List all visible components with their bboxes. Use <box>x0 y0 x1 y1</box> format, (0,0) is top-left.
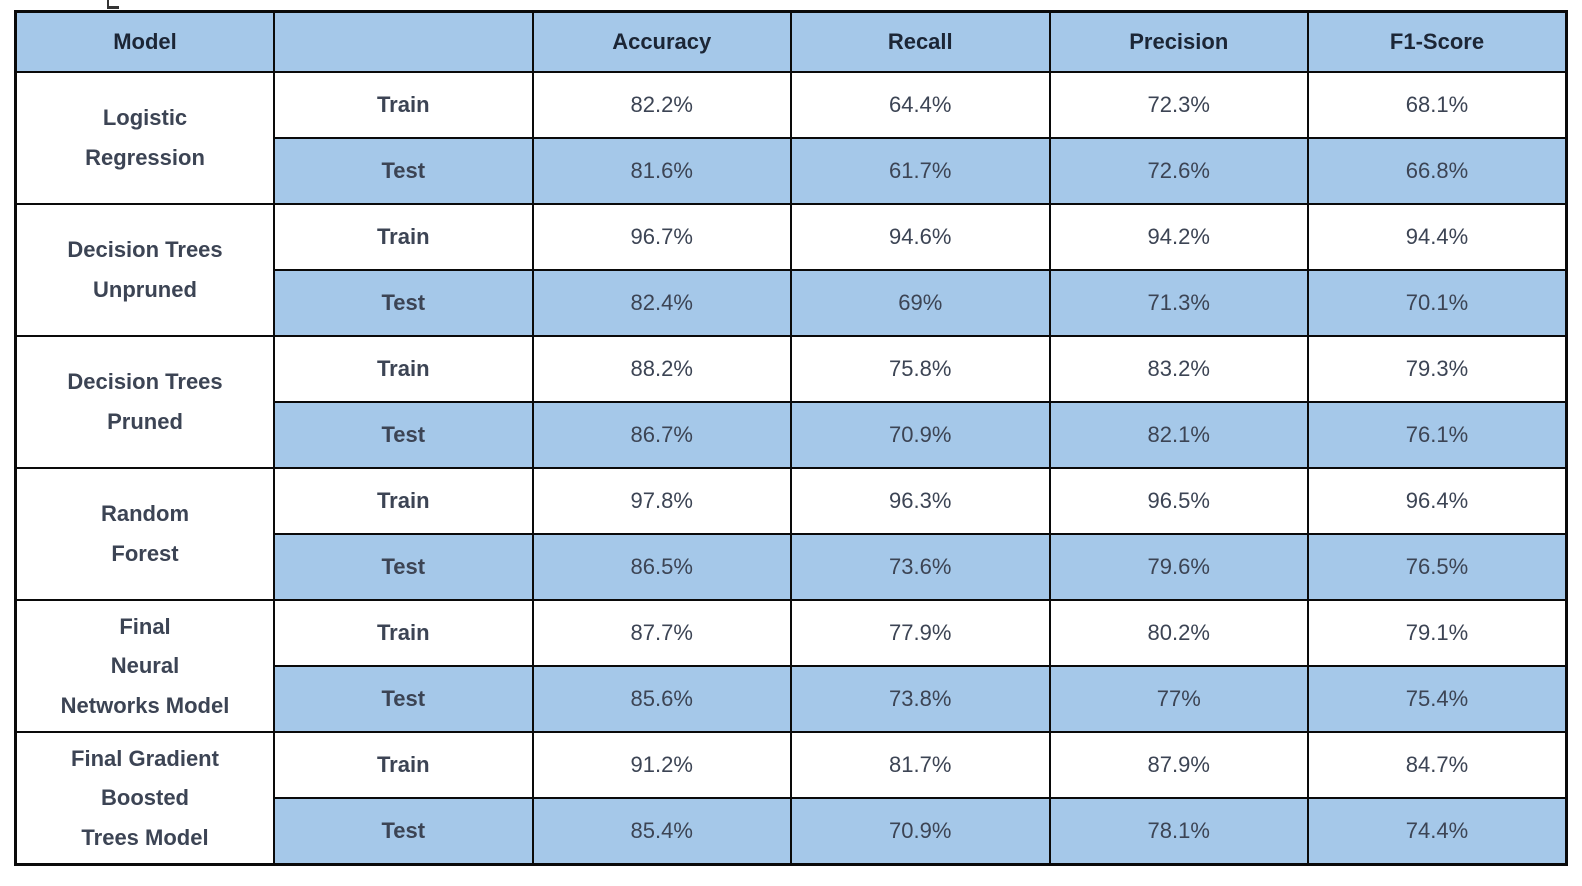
model-name-cell: Random Forest <box>14 467 275 601</box>
recall-value-cell: 73.8% <box>790 665 1051 733</box>
split-cell: Test <box>273 137 534 205</box>
f1-value-cell: 79.3% <box>1307 335 1568 403</box>
split-cell: Test <box>273 401 534 469</box>
precision-value-cell: 72.3% <box>1048 71 1309 139</box>
split-cell: Test <box>273 269 534 337</box>
header-f1-score: F1-Score <box>1307 10 1568 73</box>
f1-value-cell: 74.4% <box>1307 797 1568 866</box>
f1-value-cell: 94.4% <box>1307 203 1568 271</box>
header-recall: Recall <box>790 10 1051 73</box>
header-accuracy: Accuracy <box>531 10 792 73</box>
model-metrics-table: Model Accuracy Recall Precision F1-Score… <box>14 10 1568 866</box>
recall-value-cell: 70.9% <box>790 797 1051 866</box>
split-cell: Train <box>273 203 534 271</box>
precision-value-cell: 96.5% <box>1048 467 1309 535</box>
f1-value-cell: 66.8% <box>1307 137 1568 205</box>
f1-value-cell: 75.4% <box>1307 665 1568 733</box>
table-row: Test 86.7% 70.9% 82.1% 76.1% <box>16 401 1568 469</box>
accuracy-value-cell: 85.6% <box>531 665 792 733</box>
f1-value-cell: 76.5% <box>1307 533 1568 601</box>
table-header: Model Accuracy Recall Precision F1-Score <box>14 10 1568 73</box>
recall-value-cell: 70.9% <box>790 401 1051 469</box>
split-cell: Train <box>273 335 534 403</box>
f1-value-cell: 84.7% <box>1307 731 1568 799</box>
recall-value-cell: 94.6% <box>790 203 1051 271</box>
split-cell: Train <box>273 731 534 799</box>
accuracy-value-cell: 97.8% <box>531 467 792 535</box>
precision-value-cell: 82.1% <box>1048 401 1309 469</box>
precision-value-cell: 77% <box>1048 665 1309 733</box>
header-model: Model <box>14 10 275 73</box>
split-cell: Test <box>273 533 534 601</box>
recall-value-cell: 73.6% <box>790 533 1051 601</box>
precision-value-cell: 87.9% <box>1048 731 1309 799</box>
recall-value-cell: 81.7% <box>790 731 1051 799</box>
header-row: Model Accuracy Recall Precision F1-Score <box>14 10 1568 73</box>
split-cell: Train <box>273 599 534 667</box>
f1-value-cell: 96.4% <box>1307 467 1568 535</box>
table-row: Test 82.4% 69% 71.3% 70.1% <box>16 269 1568 337</box>
split-cell: Train <box>273 71 534 139</box>
precision-value-cell: 72.6% <box>1048 137 1309 205</box>
f1-value-cell: 76.1% <box>1307 401 1568 469</box>
table-row: Test 85.4% 70.9% 78.1% 74.4% <box>16 797 1568 866</box>
accuracy-value-cell: 81.6% <box>531 137 792 205</box>
table-body: Logistic Regression Train 82.2% 64.4% 72.3% 6… <box>14 71 1568 866</box>
table-row: Decision Trees Unpruned Train 96.7% 94.6% 94… <box>14 203 1568 337</box>
table-row: Decision Trees Pruned Train 88.2% 75.8% 83.2… <box>14 335 1568 469</box>
split-cell: Test <box>273 797 534 866</box>
header-split <box>273 10 534 73</box>
header-precision: Precision <box>1048 10 1309 73</box>
model-name-cell: Final Gradient Boosted Trees Model <box>14 731 275 866</box>
accuracy-value-cell: 88.2% <box>531 335 792 403</box>
table-row: Test 81.6% 61.7% 72.6% 66.8% <box>16 137 1568 205</box>
accuracy-value-cell: 86.7% <box>531 401 792 469</box>
recall-value-cell: 61.7% <box>790 137 1051 205</box>
recall-value-cell: 77.9% <box>790 599 1051 667</box>
accuracy-value-cell: 85.4% <box>531 797 792 866</box>
precision-value-cell: 71.3% <box>1048 269 1309 337</box>
precision-value-cell: 94.2% <box>1048 203 1309 271</box>
recall-value-cell: 75.8% <box>790 335 1051 403</box>
table-row: Test 85.6% 73.8% 77% 75.4% <box>16 665 1568 733</box>
precision-value-cell: 79.6% <box>1048 533 1309 601</box>
f1-value-cell: 70.1% <box>1307 269 1568 337</box>
accuracy-value-cell: 96.7% <box>531 203 792 271</box>
recall-value-cell: 64.4% <box>790 71 1051 139</box>
accuracy-value-cell: 86.5% <box>531 533 792 601</box>
recall-value-cell: 96.3% <box>790 467 1051 535</box>
table-row: Final Neural Networks Model Train 87.7% 77.… <box>14 599 1568 733</box>
table-row: Test 86.5% 73.6% 79.6% 76.5% <box>16 533 1568 601</box>
table-row: Logistic Regression Train 82.2% 64.4% 72.3% 6… <box>14 71 1568 205</box>
table-row: Final Gradient Boosted Trees Model Train 9… <box>14 731 1568 866</box>
model-name-cell: Decision Trees Pruned <box>14 335 275 469</box>
f1-value-cell: 79.1% <box>1307 599 1568 667</box>
table-row: Random Forest Train 97.8% 96.3% 96.5% 96.4% <box>14 467 1568 601</box>
split-cell: Test <box>273 665 534 733</box>
split-cell: Train <box>273 467 534 535</box>
recall-value-cell: 69% <box>790 269 1051 337</box>
model-name-cell: Logistic Regression <box>14 71 275 205</box>
precision-value-cell: 83.2% <box>1048 335 1309 403</box>
accuracy-value-cell: 87.7% <box>531 599 792 667</box>
f1-value-cell: 68.1% <box>1307 71 1568 139</box>
cropped-text-artifact <box>107 0 119 9</box>
accuracy-value-cell: 82.2% <box>531 71 792 139</box>
accuracy-value-cell: 82.4% <box>531 269 792 337</box>
model-name-cell: Decision Trees Unpruned <box>14 203 275 337</box>
precision-value-cell: 78.1% <box>1048 797 1309 866</box>
precision-value-cell: 80.2% <box>1048 599 1309 667</box>
accuracy-value-cell: 91.2% <box>531 731 792 799</box>
model-name-cell: Final Neural Networks Model <box>14 599 275 733</box>
